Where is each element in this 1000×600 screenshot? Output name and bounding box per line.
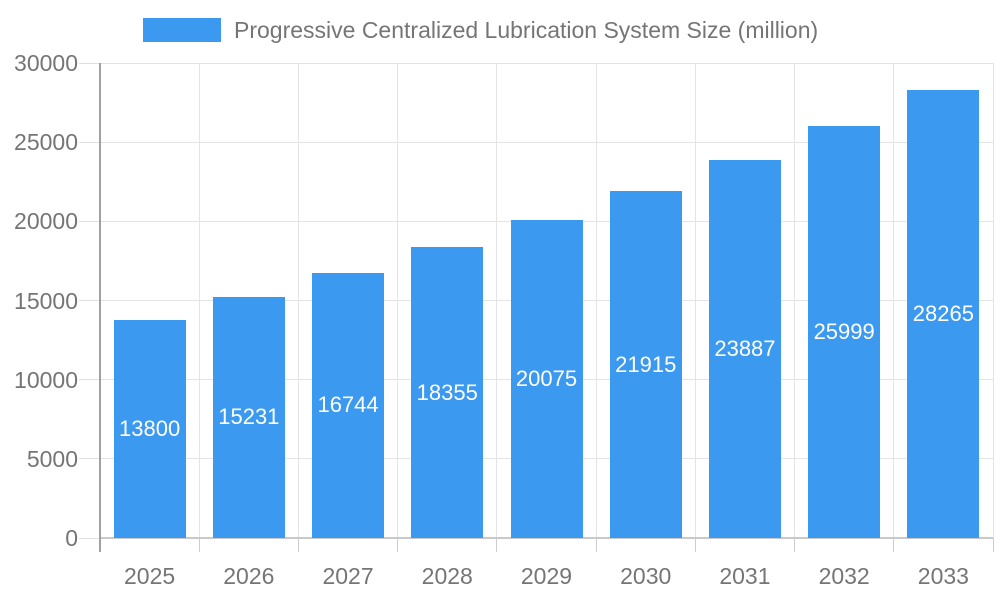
v-gridline — [992, 63, 994, 538]
bar-value-label: 15231 — [218, 404, 280, 430]
legend: Progressive Centralized Lubrication Syst… — [143, 16, 818, 44]
y-axis-label: 10000 — [14, 366, 78, 393]
bar-2026 — [212, 296, 285, 538]
bar-2028 — [411, 247, 484, 538]
x-axis-label: 2027 — [322, 563, 374, 589]
y-axis-label: 5000 — [26, 445, 78, 472]
bar-value-label: 28265 — [912, 301, 974, 327]
bar-2030 — [609, 191, 682, 538]
x-axis-label: 2026 — [223, 563, 275, 589]
y-axis-line — [99, 63, 101, 552]
y-axis-label: 15000 — [14, 287, 78, 314]
x-axis-tick — [496, 538, 498, 552]
x-axis-tick — [595, 538, 597, 552]
x-axis-label: 2033 — [917, 563, 969, 589]
y-axis-tick — [79, 537, 100, 539]
bar-2032 — [808, 126, 881, 538]
v-gridline — [595, 63, 597, 538]
v-gridline — [198, 63, 200, 538]
x-axis-tick — [198, 538, 200, 552]
bar-2027 — [312, 272, 385, 538]
h-gridline — [100, 141, 993, 143]
y-axis-tick — [79, 379, 100, 381]
bar-2029 — [510, 220, 583, 538]
x-axis-line — [100, 537, 993, 539]
y-axis-label: 30000 — [14, 50, 78, 76]
x-axis-label: 2030 — [620, 563, 672, 589]
x-axis-label: 2029 — [520, 563, 573, 589]
bar-value-label: 20075 — [515, 366, 578, 392]
legend-swatch — [143, 18, 221, 42]
x-axis-label: 2025 — [124, 563, 176, 589]
v-gridline — [893, 63, 895, 538]
x-axis-label: 2028 — [421, 563, 473, 589]
x-axis-tick — [992, 538, 994, 552]
x-axis-tick — [794, 538, 796, 552]
bar-value-label: 16744 — [317, 392, 379, 418]
x-axis-tick — [297, 538, 299, 552]
x-axis-label: 2032 — [818, 563, 870, 589]
x-axis-tick — [694, 538, 696, 552]
bar-value-label: 13800 — [119, 415, 181, 441]
bar-value-label: 18355 — [416, 379, 478, 405]
x-axis-tick — [893, 538, 895, 552]
v-gridline — [496, 63, 498, 538]
y-axis-label: 25000 — [14, 129, 78, 156]
bar-2025 — [113, 319, 186, 538]
v-gridline — [397, 63, 399, 538]
y-axis-label: 0 — [65, 525, 78, 551]
bar-value-label: 21915 — [615, 351, 677, 377]
y-axis-tick — [79, 300, 100, 301]
y-axis-tick — [79, 458, 100, 460]
x-axis-tick — [397, 538, 399, 552]
v-gridline — [297, 63, 299, 538]
bar-value-label: 23887 — [714, 335, 776, 361]
h-gridline — [100, 62, 993, 64]
v-gridline — [694, 63, 696, 538]
bar-2031 — [708, 159, 781, 538]
y-axis-tick — [79, 220, 100, 222]
legend-label: Progressive Centralized Lubrication Syst… — [234, 16, 819, 43]
y-axis-tick — [79, 62, 100, 64]
v-gridline — [794, 63, 796, 538]
bar-2033 — [907, 90, 980, 538]
x-axis-label: 2031 — [719, 563, 771, 589]
y-axis-tick — [79, 141, 100, 143]
bar-value-label: 25999 — [813, 319, 875, 345]
y-axis-label: 20000 — [14, 208, 78, 235]
